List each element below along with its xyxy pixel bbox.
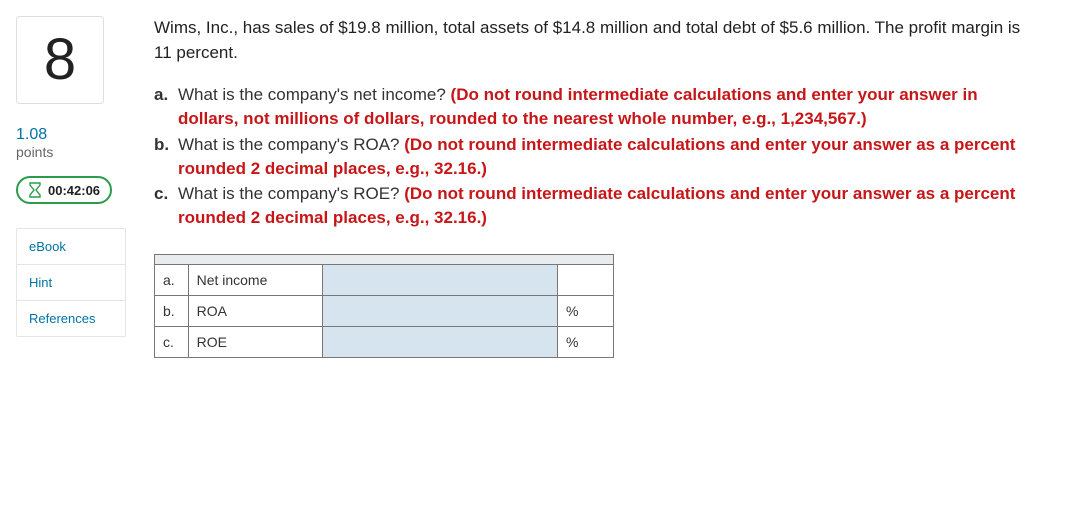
answer-cell-label: ROA (188, 296, 322, 327)
table-row: b. ROA % (155, 296, 614, 327)
points-label: points (16, 144, 126, 160)
part-black: What is the company's net income? (178, 85, 451, 104)
answer-cell-unit (558, 265, 614, 296)
part-black: What is the company's ROA? (178, 135, 404, 154)
answer-cell-label: ROE (188, 327, 322, 358)
answer-cell-letter: b. (155, 296, 189, 327)
table-row: c. ROE % (155, 327, 614, 358)
sidebar-link-ebook[interactable]: eBook (17, 229, 125, 265)
question-number: 8 (16, 16, 104, 104)
part-b: b. What is the company's ROA? (Do not ro… (154, 133, 1034, 181)
sidebar-link-references[interactable]: References (17, 301, 125, 336)
answer-cell-unit: % (558, 296, 614, 327)
side-links: eBook Hint References (16, 228, 126, 337)
part-c: c. What is the company's ROE? (Do not ro… (154, 182, 1034, 230)
answer-cell-input (322, 327, 557, 358)
sidebar-link-hint[interactable]: Hint (17, 265, 125, 301)
part-black: What is the company's ROE? (178, 184, 404, 203)
part-text: What is the company's ROA? (Do not round… (178, 133, 1034, 181)
table-row: a. Net income (155, 265, 614, 296)
question-parts: a. What is the company's net income? (Do… (154, 83, 1034, 230)
part-letter: c. (154, 182, 178, 230)
answer-cell-input (322, 265, 557, 296)
timer-pill: 00:42:06 (16, 176, 112, 204)
part-letter: b. (154, 133, 178, 181)
answer-cell-letter: a. (155, 265, 189, 296)
answer-header-bar (154, 254, 614, 264)
roa-field[interactable] (331, 302, 549, 320)
question-prompt: Wims, Inc., has sales of $19.8 million, … (154, 16, 1034, 65)
answer-cell-label: Net income (188, 265, 322, 296)
part-a: a. What is the company's net income? (Do… (154, 83, 1034, 131)
answer-cell-letter: c. (155, 327, 189, 358)
main-content: Wims, Inc., has sales of $19.8 million, … (154, 16, 1034, 358)
points-value: 1.08 (16, 126, 126, 144)
answer-area: a. Net income b. ROA % c. ROE % (154, 254, 614, 358)
sidebar: 8 1.08 points 00:42:06 eBook Hint Refere… (16, 16, 126, 358)
hourglass-icon (28, 182, 42, 198)
answer-cell-input (322, 296, 557, 327)
timer-value: 00:42:06 (48, 183, 100, 198)
answer-cell-unit: % (558, 327, 614, 358)
part-text: What is the company's net income? (Do no… (178, 83, 1034, 131)
roe-field[interactable] (331, 333, 549, 351)
part-text: What is the company's ROE? (Do not round… (178, 182, 1034, 230)
answer-table: a. Net income b. ROA % c. ROE % (154, 264, 614, 358)
part-letter: a. (154, 83, 178, 131)
net-income-field[interactable] (331, 271, 549, 289)
